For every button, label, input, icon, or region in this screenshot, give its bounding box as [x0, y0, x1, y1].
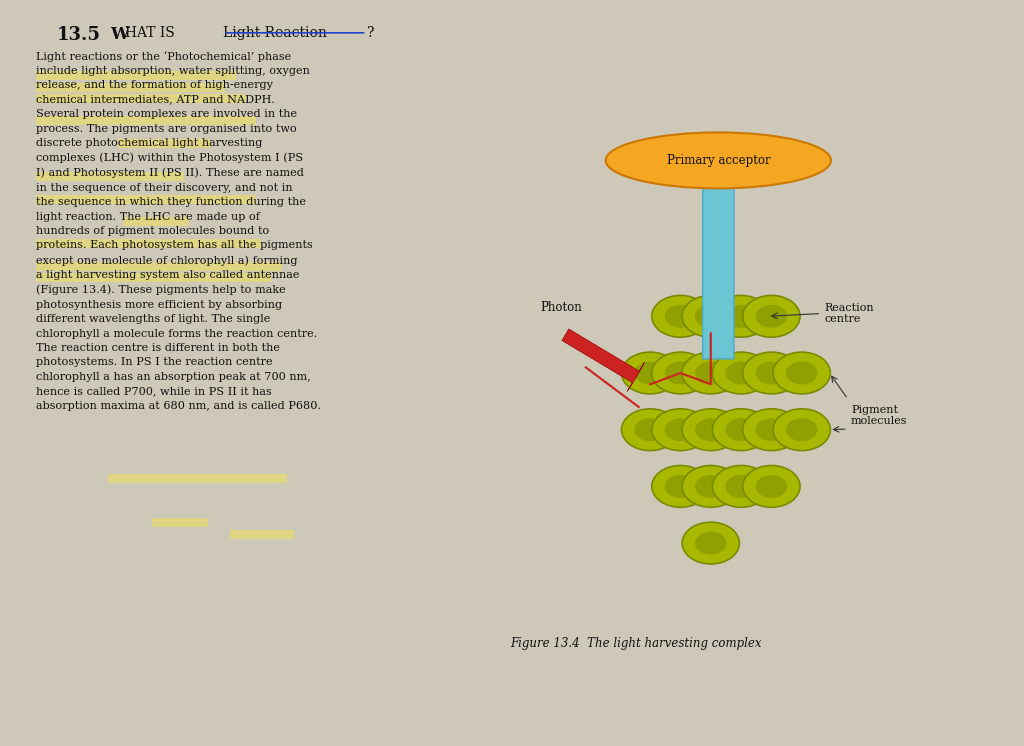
Text: Figure 13.4  The light harvesting complex: Figure 13.4 The light harvesting complex	[510, 636, 762, 650]
Circle shape	[756, 419, 787, 441]
FancyBboxPatch shape	[36, 116, 256, 125]
FancyBboxPatch shape	[36, 273, 271, 282]
FancyBboxPatch shape	[36, 83, 225, 92]
Circle shape	[742, 352, 800, 394]
Ellipse shape	[606, 132, 831, 188]
Circle shape	[786, 419, 817, 441]
Circle shape	[635, 362, 666, 384]
Circle shape	[695, 362, 727, 384]
Circle shape	[713, 409, 770, 451]
Text: 13.5: 13.5	[56, 26, 100, 44]
Circle shape	[756, 475, 787, 498]
Text: HAT IS: HAT IS	[125, 26, 179, 40]
Circle shape	[713, 466, 770, 507]
Circle shape	[652, 466, 710, 507]
Circle shape	[713, 295, 770, 337]
Circle shape	[682, 352, 739, 394]
Text: Primary acceptor: Primary acceptor	[667, 154, 770, 167]
Circle shape	[622, 409, 679, 451]
Text: Light Reaction: Light Reaction	[223, 26, 327, 40]
FancyBboxPatch shape	[230, 530, 294, 539]
Circle shape	[622, 352, 679, 394]
Circle shape	[665, 475, 696, 498]
FancyBboxPatch shape	[118, 139, 210, 148]
Circle shape	[695, 532, 727, 554]
Circle shape	[695, 419, 727, 441]
Circle shape	[652, 295, 710, 337]
Text: Photon: Photon	[541, 301, 582, 314]
Circle shape	[756, 362, 787, 384]
Text: Pigment
molecules: Pigment molecules	[851, 405, 907, 426]
Circle shape	[725, 419, 757, 441]
FancyBboxPatch shape	[36, 172, 184, 181]
FancyBboxPatch shape	[36, 71, 236, 80]
Text: Light reactions or the ‘Photochemical’ phase
include light absorption, water spl: Light reactions or the ‘Photochemical’ p…	[36, 51, 321, 410]
Circle shape	[652, 409, 710, 451]
Text: Reaction
centre: Reaction centre	[824, 303, 874, 325]
Text: W: W	[111, 26, 129, 43]
Circle shape	[725, 305, 757, 327]
Circle shape	[695, 305, 727, 327]
Circle shape	[742, 409, 800, 451]
Circle shape	[725, 362, 757, 384]
Circle shape	[635, 419, 666, 441]
Circle shape	[742, 295, 800, 337]
Text: ?: ?	[367, 26, 374, 40]
FancyBboxPatch shape	[36, 239, 261, 248]
Circle shape	[682, 522, 739, 564]
Circle shape	[682, 295, 739, 337]
FancyBboxPatch shape	[36, 195, 256, 204]
Circle shape	[682, 409, 739, 451]
FancyBboxPatch shape	[123, 217, 189, 226]
Circle shape	[665, 305, 696, 327]
Circle shape	[652, 352, 710, 394]
Circle shape	[742, 466, 800, 507]
Circle shape	[773, 352, 830, 394]
Circle shape	[682, 466, 739, 507]
Circle shape	[713, 352, 770, 394]
Circle shape	[695, 475, 727, 498]
Circle shape	[756, 305, 787, 327]
Circle shape	[773, 409, 830, 451]
Circle shape	[665, 419, 696, 441]
FancyBboxPatch shape	[152, 518, 208, 527]
FancyBboxPatch shape	[108, 474, 287, 483]
Circle shape	[725, 475, 757, 498]
Circle shape	[665, 362, 696, 384]
FancyBboxPatch shape	[36, 94, 246, 103]
FancyBboxPatch shape	[36, 262, 282, 271]
Circle shape	[786, 362, 817, 384]
